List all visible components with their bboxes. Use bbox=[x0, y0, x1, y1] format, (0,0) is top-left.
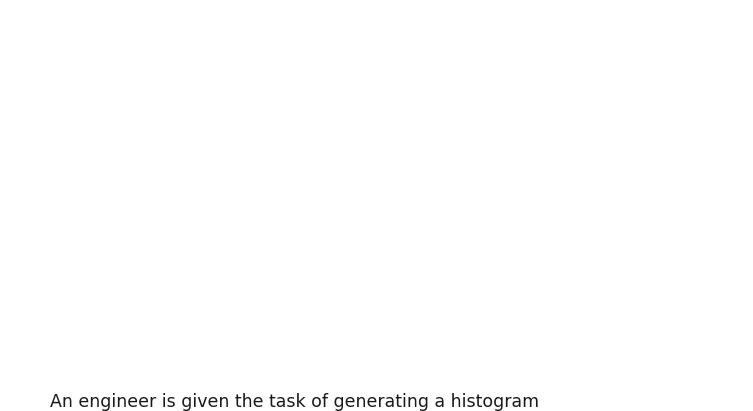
Text: An engineer is given the task of generating a histogram: An engineer is given the task of generat… bbox=[50, 393, 539, 411]
